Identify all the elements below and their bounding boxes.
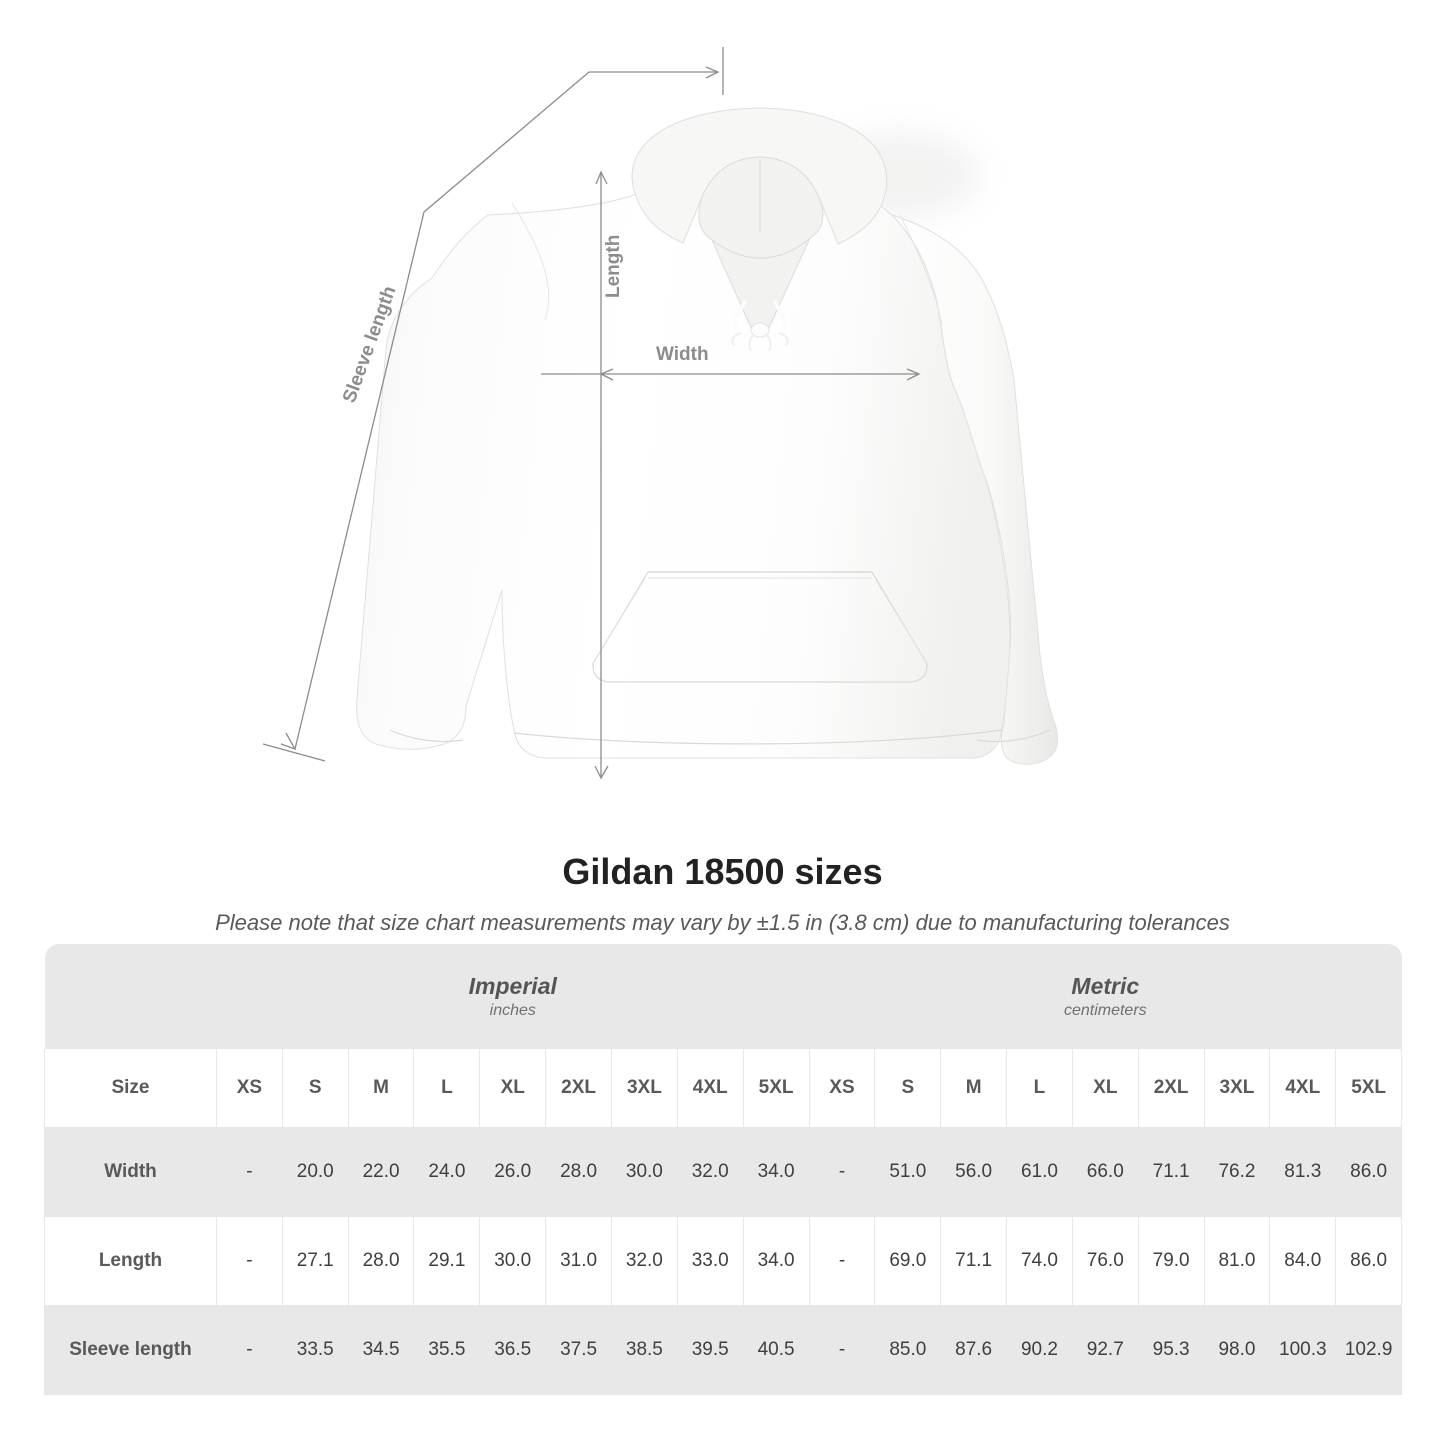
svg-text:Width: Width — [656, 344, 709, 365]
svg-text:Length: Length — [603, 235, 624, 298]
